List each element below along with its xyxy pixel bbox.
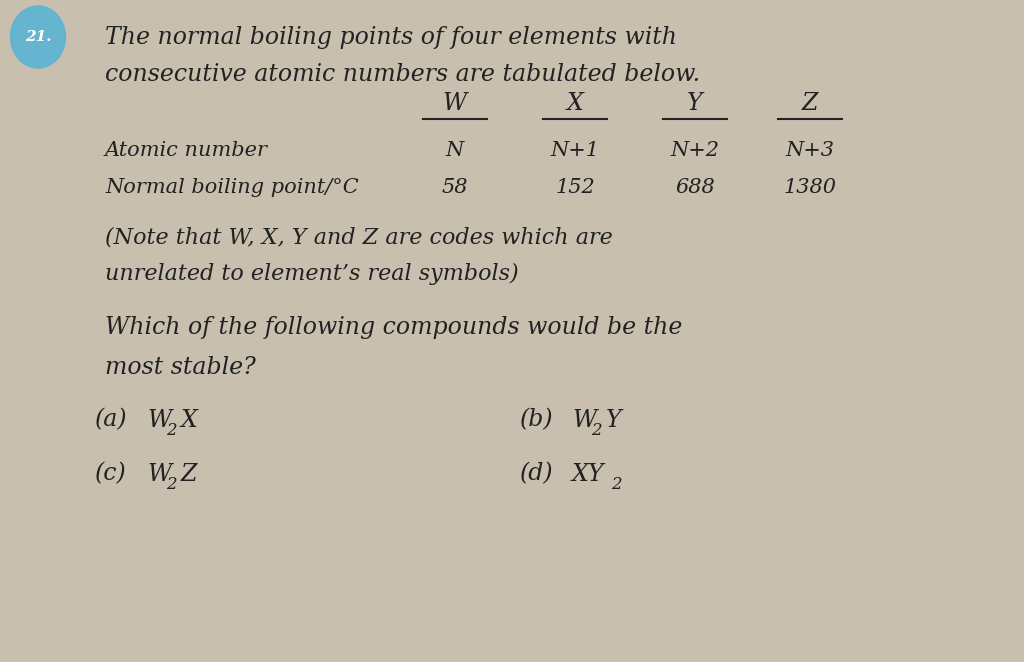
Text: X: X: [566, 92, 584, 115]
Ellipse shape: [10, 6, 66, 68]
Text: The normal boiling points of four elements with: The normal boiling points of four elemen…: [105, 26, 677, 48]
Text: N+3: N+3: [785, 140, 835, 160]
Text: N+2: N+2: [671, 140, 720, 160]
Text: XY: XY: [572, 463, 604, 485]
Text: (d): (d): [520, 463, 554, 485]
Text: (b): (b): [520, 408, 554, 432]
Text: 2: 2: [611, 475, 622, 493]
Text: X: X: [180, 408, 198, 432]
Text: 1380: 1380: [783, 177, 837, 197]
Text: N+1: N+1: [551, 140, 599, 160]
Text: (Note that W, X, Y and Z are codes which are: (Note that W, X, Y and Z are codes which…: [105, 226, 612, 248]
Text: Normal boiling point/°C: Normal boiling point/°C: [105, 177, 358, 197]
Text: 21.: 21.: [25, 30, 51, 44]
Text: Z: Z: [180, 463, 197, 485]
Text: Z: Z: [802, 92, 818, 115]
Text: 152: 152: [555, 177, 595, 197]
Text: (c): (c): [95, 463, 127, 485]
Text: 58: 58: [441, 177, 468, 197]
Text: Which of the following compounds would be the: Which of the following compounds would b…: [105, 316, 682, 338]
Text: 2: 2: [167, 475, 177, 493]
Text: Y: Y: [687, 92, 702, 115]
Text: consecutive atomic numbers are tabulated below.: consecutive atomic numbers are tabulated…: [105, 62, 700, 85]
Text: W: W: [147, 408, 171, 432]
Text: N: N: [445, 140, 464, 160]
Text: 2: 2: [592, 422, 602, 438]
Text: Atomic number: Atomic number: [105, 140, 268, 160]
Text: Y: Y: [605, 408, 621, 432]
Text: unrelated to element’s real symbols): unrelated to element’s real symbols): [105, 263, 518, 285]
Text: most stable?: most stable?: [105, 355, 256, 379]
Text: 688: 688: [675, 177, 715, 197]
Text: W: W: [572, 408, 596, 432]
Text: (a): (a): [95, 408, 128, 432]
Text: W: W: [442, 92, 467, 115]
Text: 2: 2: [167, 422, 177, 438]
Text: W: W: [147, 463, 171, 485]
